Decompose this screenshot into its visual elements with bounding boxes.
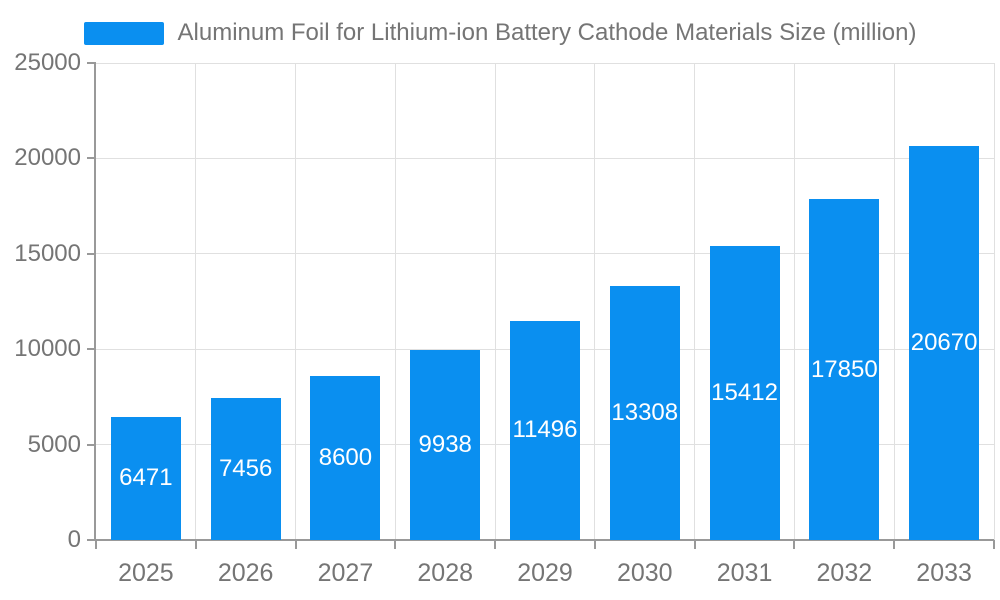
y-axis-tick [87,443,96,446]
x-axis-line [94,539,994,541]
bar: 8600 [310,375,381,540]
x-axis-label: 2027 [317,559,374,587]
y-axis-tick [87,62,96,64]
bar: 15412 [709,245,780,540]
x-axis-tick [95,540,97,549]
bar-value-label: 8600 [318,443,373,471]
x-axis-label: 2031 [716,559,773,587]
x-axis-label: 2025 [118,559,174,587]
x-gridline [993,63,995,540]
x-axis-label: 2029 [517,559,573,587]
y-axis-label: 0 [67,526,81,553]
x-gridline [793,63,795,540]
x-axis-label: 2032 [816,559,873,587]
y-axis-line [94,63,96,540]
bar: 20670 [909,145,980,540]
y-axis-tick [87,157,96,160]
x-axis-tick [593,540,596,549]
bar-value-label: 20670 [910,328,978,356]
bar-value-label: 9938 [418,431,472,459]
x-axis-label: 2030 [616,559,673,587]
x-axis-tick [394,540,397,549]
bar: 6471 [110,416,181,540]
bar-value-label: 13308 [611,399,679,427]
y-gridline [96,253,994,255]
bar-value-label: 6471 [119,464,173,492]
x-axis-label: 2033 [916,559,972,587]
x-axis-tick [294,540,297,549]
y-axis-label: 5000 [27,430,81,458]
x-axis-label: 2026 [217,559,274,587]
y-axis-tick [87,539,96,541]
bar-value-label: 17850 [810,355,878,383]
y-axis-label: 10000 [14,335,81,363]
x-axis-tick [793,540,796,549]
bar: 7456 [210,397,281,540]
legend-swatch [83,21,164,45]
y-axis-label: 25000 [14,49,81,76]
x-gridline [195,63,197,540]
bar: 13308 [609,286,680,540]
x-axis-tick [993,540,995,549]
bar-value-label: 7456 [218,454,273,482]
chart-title: Aluminum Foil for Lithium-ion Battery Ca… [177,19,917,46]
x-gridline [295,63,297,540]
bar: 9938 [410,350,481,540]
y-axis-label: 15000 [14,239,81,267]
y-gridline [96,157,994,159]
legend: Aluminum Foil for Lithium-ion Battery Ca… [0,19,1000,47]
y-axis-tick [87,348,96,351]
y-axis-label: 20000 [14,144,81,172]
x-axis-tick [194,540,197,549]
y-gridline [96,62,994,64]
x-gridline [494,63,496,540]
x-axis-label: 2028 [417,559,474,587]
x-gridline [694,63,696,540]
x-axis-tick [693,540,696,549]
bar: 11496 [510,320,580,540]
x-axis-tick [494,540,497,549]
bar: 17850 [809,199,880,540]
x-gridline [394,63,396,540]
x-axis-tick [893,540,896,549]
y-axis-tick [87,252,96,255]
x-gridline [594,63,596,540]
bar-value-label: 11496 [512,416,578,444]
bar-value-label: 15412 [711,378,778,406]
x-gridline [893,63,895,540]
